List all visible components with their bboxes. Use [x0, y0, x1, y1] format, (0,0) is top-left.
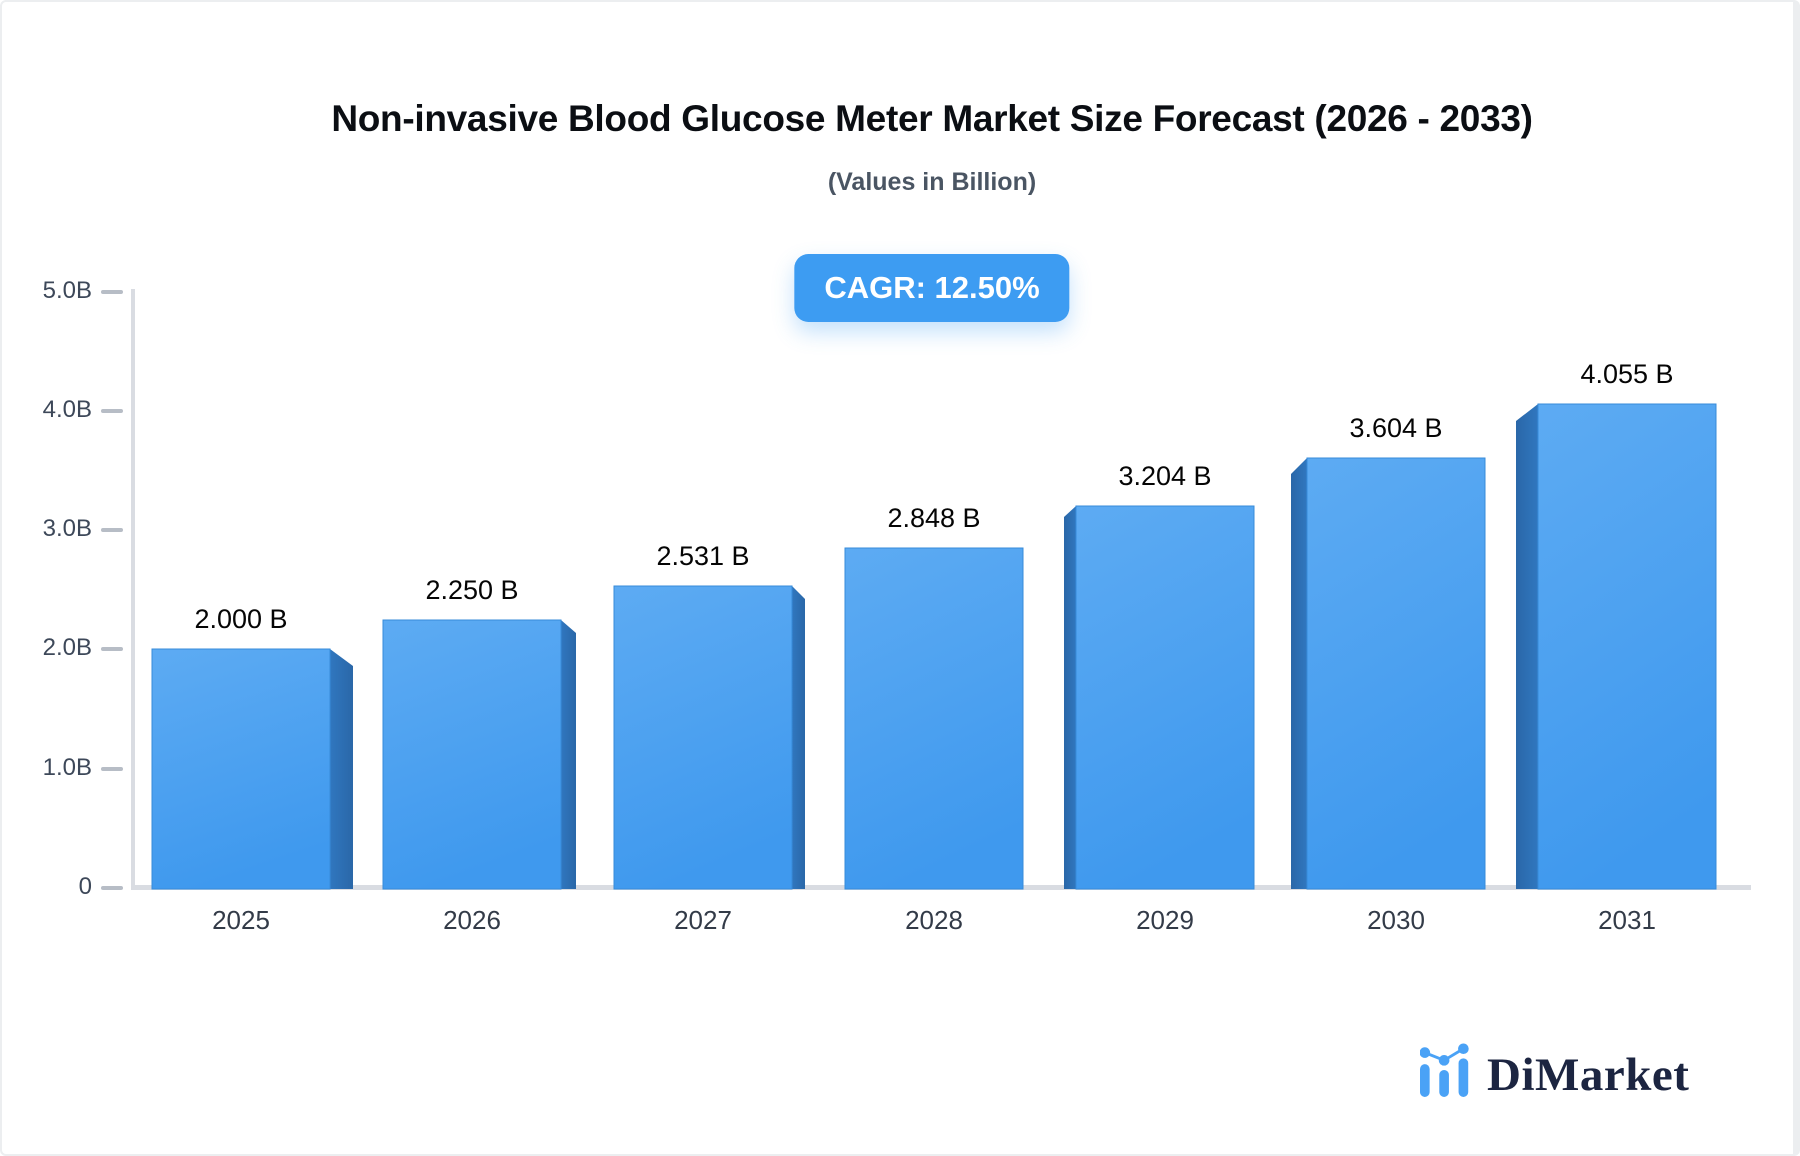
brand-name: DiMarket	[1487, 1048, 1690, 1101]
cagr-badge: CAGR: 12.50%	[794, 254, 1070, 322]
y-axis-tick	[101, 647, 123, 652]
bar-2029	[1064, 505, 1255, 890]
y-axis-line	[131, 289, 135, 890]
x-axis-label: 2031	[1598, 905, 1656, 935]
y-axis-label: 1.0B	[42, 753, 92, 781]
bar-value-label: 2.531 B	[656, 541, 750, 571]
bar-face	[1075, 505, 1255, 890]
x-axis-label: 2027	[674, 905, 732, 935]
bar-face	[1306, 457, 1486, 890]
y-axis-label: 2.0B	[42, 634, 92, 662]
y-axis-label: 0	[78, 873, 92, 900]
bar-side-panel	[1291, 458, 1307, 889]
bar-2026	[382, 619, 576, 890]
bar-side-panel	[1516, 404, 1538, 889]
y-axis-tick	[101, 528, 123, 533]
y-axis-label: 5.0B	[42, 276, 92, 304]
bar-value-label: 2.250 B	[425, 575, 519, 605]
bar-face	[382, 619, 562, 890]
chart-title: Non-invasive Blood Glucose Meter Market …	[331, 98, 1533, 139]
bar-face	[1537, 403, 1717, 890]
chart-subtitle: (Values in Billion)	[827, 168, 1037, 196]
bar-face	[613, 585, 793, 890]
x-axis-label: 2028	[905, 905, 963, 935]
y-axis-label: 3.0B	[42, 515, 92, 543]
bar-2027	[613, 585, 805, 890]
x-axis-label: 2026	[443, 905, 501, 935]
bar-side-panel	[561, 620, 576, 889]
bar-value-label: 2.000 B	[194, 604, 288, 634]
bar-2030	[1291, 457, 1486, 890]
bar-value-label: 4.055 B	[1580, 359, 1674, 389]
bar-side-panel	[330, 649, 353, 889]
bar-face	[844, 547, 1024, 890]
bar-value-label: 3.604 B	[1349, 413, 1443, 443]
y-axis-tick	[101, 886, 123, 890]
bar-2025	[151, 648, 353, 890]
y-axis-label: 4.0B	[42, 395, 92, 423]
bar-value-label: 2.848 B	[887, 503, 981, 533]
y-axis-tick	[101, 408, 123, 413]
bar-side-panel	[1064, 506, 1076, 889]
bar-face	[151, 648, 331, 890]
bar-chart-logo-icon	[1420, 1043, 1469, 1097]
bar-side-panel	[792, 586, 805, 889]
x-axis-label: 2029	[1136, 905, 1194, 935]
brand-logo: DiMarket	[1420, 1040, 1689, 1098]
cagr-badge-text: CAGR: 12.50%	[824, 270, 1040, 305]
y-axis-tick	[101, 289, 123, 294]
x-axis-label: 2030	[1367, 905, 1425, 935]
y-axis-tick	[101, 766, 123, 771]
bar-value-label: 3.204 B	[1118, 461, 1212, 491]
x-axis-label: 2025	[212, 905, 270, 935]
bar-2028	[844, 547, 1024, 890]
bar-2031	[1516, 403, 1717, 890]
